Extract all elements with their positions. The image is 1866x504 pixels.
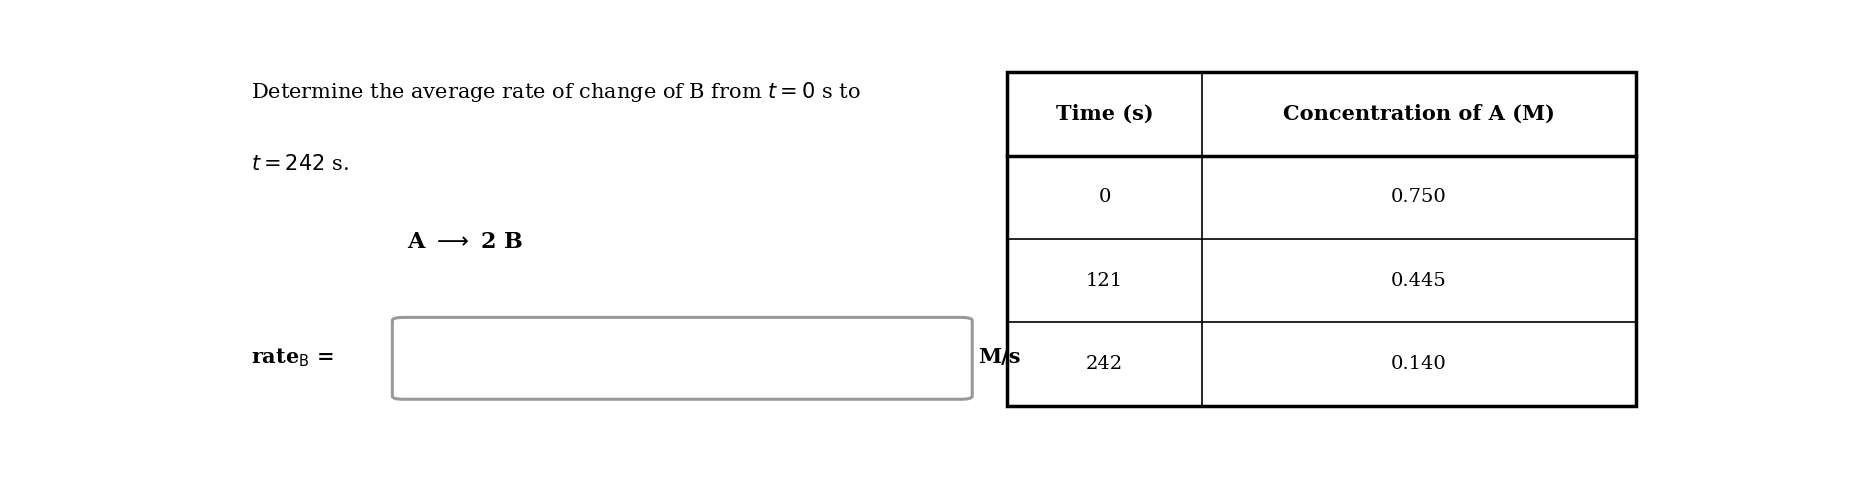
Text: Determine the average rate of change of B from $t = 0$ s to: Determine the average rate of change of … xyxy=(250,80,860,104)
Text: Time (s): Time (s) xyxy=(1056,104,1153,124)
Text: 0.445: 0.445 xyxy=(1392,272,1446,290)
Text: Concentration of A (M): Concentration of A (M) xyxy=(1284,104,1554,124)
Text: $t = 242$ s.: $t = 242$ s. xyxy=(250,154,349,173)
Text: 0.140: 0.140 xyxy=(1392,355,1446,373)
FancyBboxPatch shape xyxy=(392,318,972,399)
Text: rate$_\mathsf{B}$ =: rate$_\mathsf{B}$ = xyxy=(250,346,334,368)
Text: M/s: M/s xyxy=(978,347,1021,367)
Text: 121: 121 xyxy=(1086,272,1123,290)
Bar xyxy=(1008,72,1636,406)
Text: A $\longrightarrow$ 2 B: A $\longrightarrow$ 2 B xyxy=(407,231,522,253)
Text: 0.750: 0.750 xyxy=(1392,188,1446,206)
Text: 242: 242 xyxy=(1086,355,1123,373)
Text: 0: 0 xyxy=(1099,188,1110,206)
